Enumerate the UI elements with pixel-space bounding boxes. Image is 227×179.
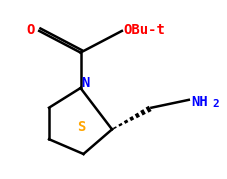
Text: NH: NH: [191, 95, 207, 109]
Text: 2: 2: [212, 99, 219, 109]
Text: OBu-t: OBu-t: [124, 23, 166, 37]
Text: O: O: [26, 23, 35, 37]
Text: N: N: [81, 76, 90, 90]
Text: S: S: [77, 120, 86, 134]
